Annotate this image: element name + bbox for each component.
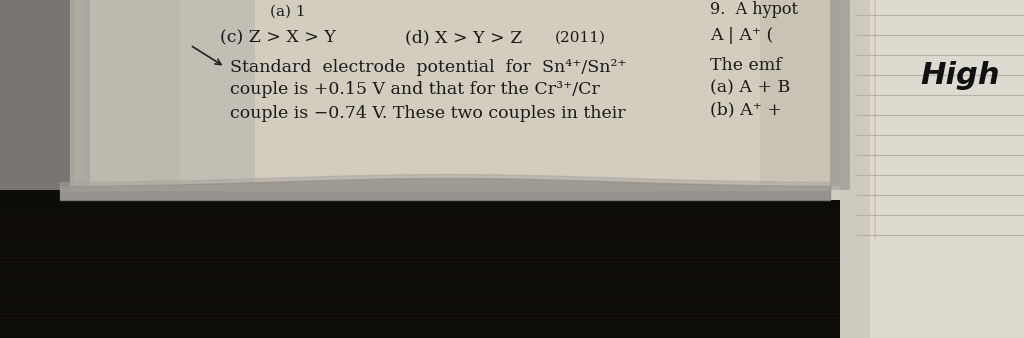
Bar [0, 0, 850, 190]
Text: The emf: The emf [710, 56, 781, 73]
Text: (c) Z > X > Y: (c) Z > X > Y [220, 29, 336, 47]
Bar [840, 0, 870, 338]
Bar [130, 0, 134, 190]
Text: couple is −0.74 V. These two couples in their: couple is −0.74 V. These two couples in … [230, 104, 626, 121]
Text: 9.  A hypot: 9. A hypot [710, 1, 798, 19]
Text: (a) 1: (a) 1 [270, 5, 305, 19]
Bar [0, 215, 1024, 221]
Bar [98, 0, 102, 190]
Bar [0, 313, 1024, 319]
Text: (a) A + B: (a) A + B [710, 79, 791, 97]
Bar [0, 229, 1024, 235]
Bar [110, 0, 114, 190]
Bar [830, 0, 850, 190]
Bar [74, 0, 78, 190]
Bar [138, 0, 142, 190]
Bar [0, 195, 1024, 338]
Bar [126, 0, 130, 190]
Bar [840, 0, 1024, 338]
Bar [0, 257, 1024, 263]
Text: (d) X > Y > Z: (d) X > Y > Z [406, 29, 522, 47]
Bar [60, 186, 880, 200]
Bar [134, 0, 138, 190]
Bar [90, 0, 94, 190]
Bar [94, 0, 98, 190]
Bar [180, 0, 760, 190]
Bar [0, 285, 1024, 291]
Text: (b) A⁺ +: (b) A⁺ + [710, 101, 782, 119]
Bar [78, 0, 82, 190]
Text: (2011): (2011) [555, 31, 606, 45]
Bar [75, 0, 255, 190]
Text: Standard  electrode  potential  for  Sn⁴⁺/Sn²⁺: Standard electrode potential for Sn⁴⁺/Sn… [230, 58, 627, 75]
Bar [114, 0, 118, 190]
Bar [0, 271, 1024, 277]
Bar [90, 186, 840, 190]
Bar [106, 0, 110, 190]
Bar [0, 0, 90, 190]
Bar [70, 0, 74, 190]
Bar [0, 243, 1024, 249]
Text: A | A⁺ (: A | A⁺ ( [710, 26, 773, 44]
Bar [146, 0, 150, 190]
Text: High: High [921, 61, 999, 90]
Bar [0, 299, 1024, 305]
Bar [102, 0, 106, 190]
Bar [0, 327, 1024, 333]
Bar [122, 0, 126, 190]
Text: couple is +0.15 V and that for the Cr³⁺/Cr: couple is +0.15 V and that for the Cr³⁺/… [230, 81, 600, 98]
Bar [86, 0, 90, 190]
Bar [82, 0, 86, 190]
Bar [142, 0, 146, 190]
Bar [118, 0, 122, 190]
